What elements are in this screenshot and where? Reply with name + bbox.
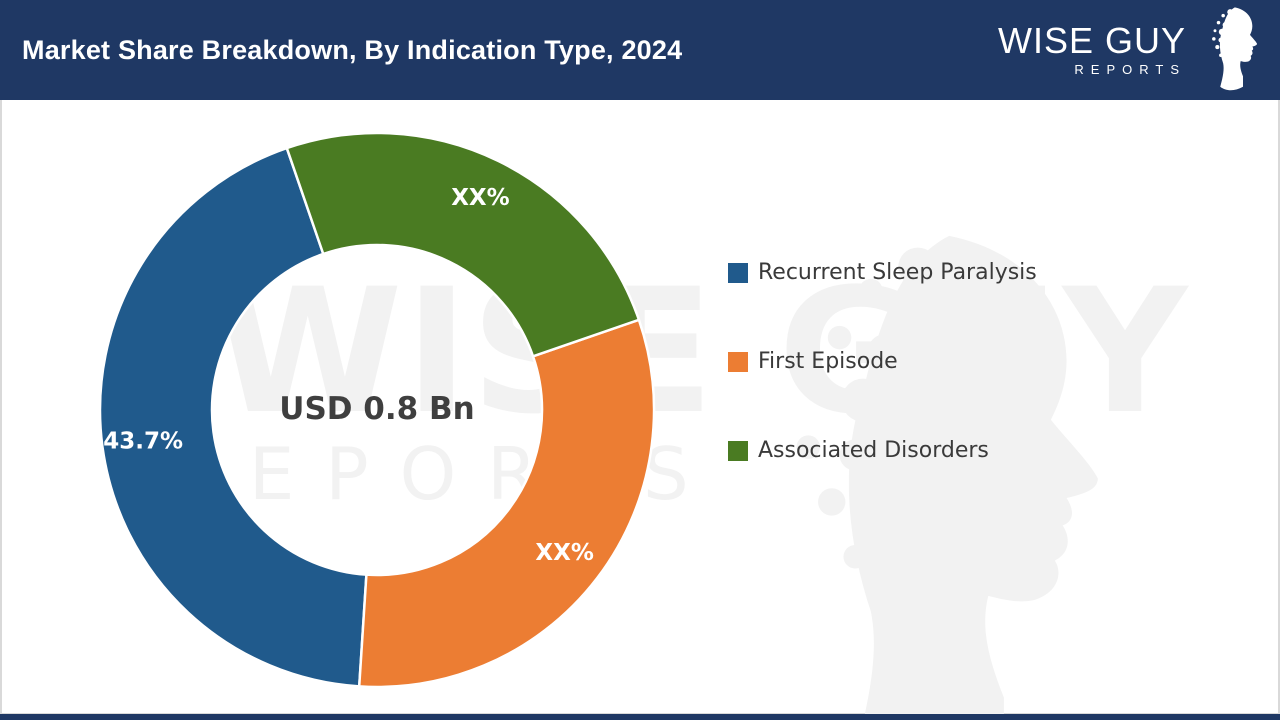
segment-percentage-label: XX%: [535, 540, 594, 566]
legend-item: Associated Disorders: [728, 431, 1037, 471]
header-bar: Market Share Breakdown, By Indication Ty…: [0, 0, 1280, 100]
brand-logo: WISE GUY REPORTS: [998, 0, 1264, 100]
donut-segment: [285, 131, 641, 358]
legend-swatch: [728, 352, 748, 372]
legend: Recurrent Sleep Paralysis First Episode As…: [728, 253, 1037, 471]
brand-head-icon: [1212, 7, 1257, 91]
legend-swatch: [728, 441, 748, 461]
brand-logo-text: WISE GUY REPORTS: [997, 20, 1186, 78]
brand-name: WISE GUY: [997, 20, 1186, 61]
legend-item: Recurrent Sleep Paralysis: [728, 253, 1037, 293]
legend-label: Recurrent Sleep Paralysis: [758, 259, 1037, 285]
donut-segment: [98, 146, 368, 688]
segment-percentage-label: 43.7%: [103, 428, 183, 454]
donut-chart: 43.7% XX% XX%: [98, 131, 656, 689]
segment-percentage-label: XX%: [451, 185, 510, 211]
donut-center-value: USD 0.8 Bn: [279, 391, 475, 427]
legend-item: First Episode: [728, 342, 1037, 382]
bottom-accent-bar: [0, 714, 1280, 720]
legend-label: Associated Disorders: [758, 437, 989, 463]
legend-swatch: [728, 263, 748, 283]
brand-subtitle: REPORTS: [1074, 62, 1186, 77]
page-title: Market Share Breakdown, By Indication Ty…: [22, 34, 683, 65]
donut-segment: [357, 318, 656, 689]
legend-label: First Episode: [758, 348, 898, 374]
